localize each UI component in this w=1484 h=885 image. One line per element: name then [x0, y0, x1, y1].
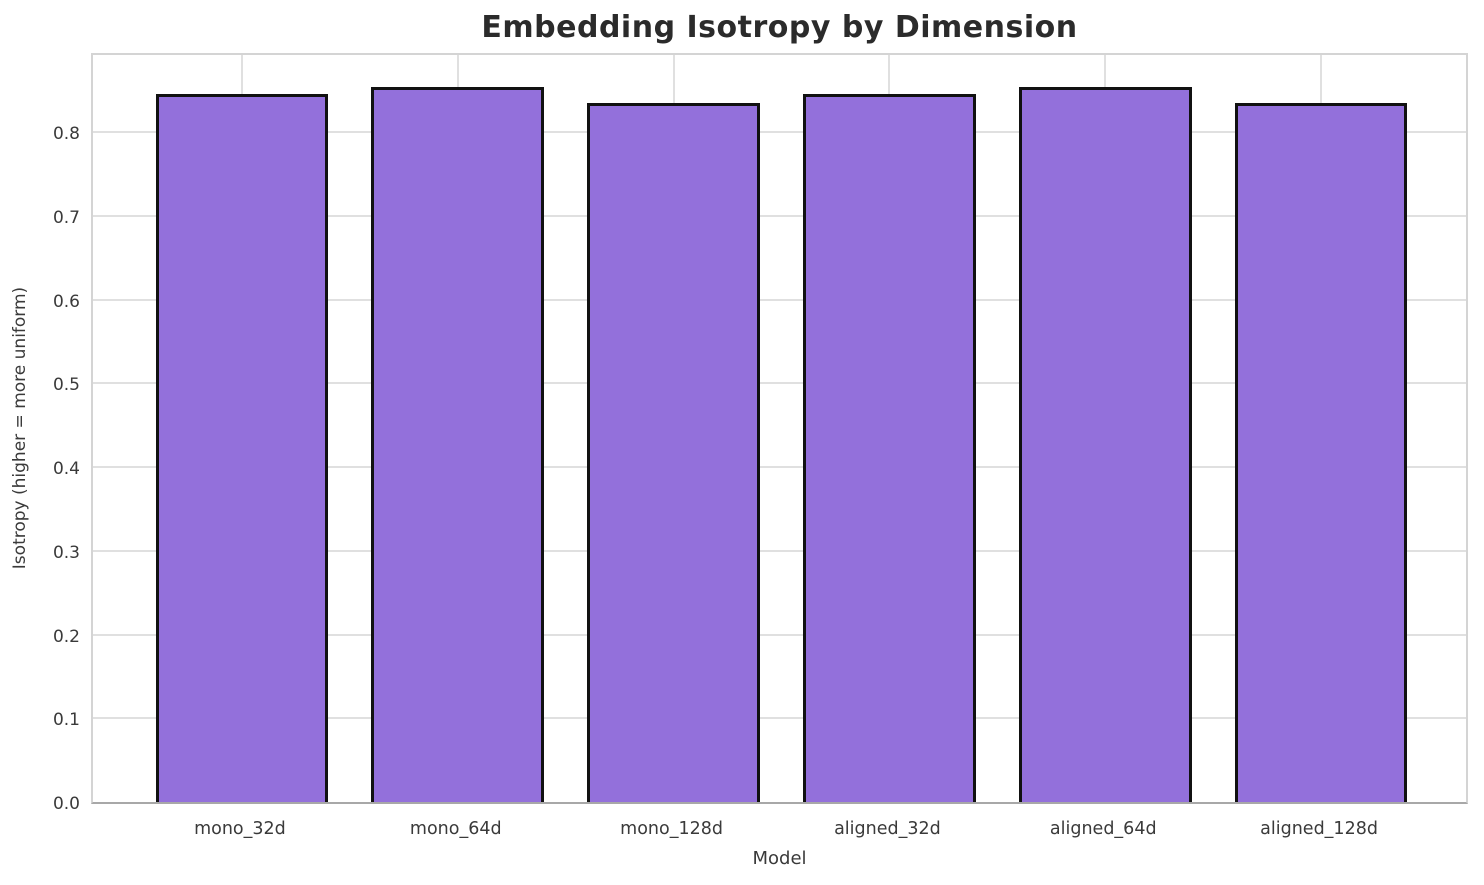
- y-gridline: [93, 214, 1466, 217]
- y-tick-label: 0.8: [52, 124, 80, 145]
- bar-aligned_64d: [1018, 87, 1192, 802]
- y-tick-label: 0.2: [52, 626, 80, 647]
- y-axis-label: Isotropy (higher = more uniform): [10, 286, 30, 570]
- y-gridline: [93, 298, 1466, 301]
- x-axis-label: Model: [752, 848, 807, 869]
- bar-mono_32d: [155, 93, 329, 802]
- y-gridline: [93, 131, 1466, 134]
- bar-aligned_32d: [803, 93, 976, 802]
- y-tick-label: 0.3: [52, 542, 80, 563]
- x-tick-label: mono_64d: [409, 819, 502, 839]
- bar-aligned_128d: [1234, 102, 1408, 802]
- bar-mono_128d: [587, 102, 760, 802]
- y-gridline: [93, 382, 1466, 385]
- y-tick-label: 0.6: [52, 291, 80, 312]
- x-tick-label: aligned_32d: [834, 819, 941, 839]
- chart-title: Embedding Isotropy by Dimension: [481, 10, 1078, 45]
- x-tick-label: aligned_128d: [1260, 819, 1378, 839]
- x-tick-label: aligned_64d: [1049, 819, 1157, 839]
- y-tick-label: 0.0: [52, 794, 80, 814]
- y-gridline: [93, 549, 1466, 552]
- y-tick-label: 0.7: [52, 207, 80, 228]
- y-gridline: [93, 633, 1466, 636]
- bar-mono_64d: [371, 87, 545, 802]
- y-gridline: [93, 466, 1466, 469]
- x-tick-label: mono_128d: [620, 819, 723, 839]
- y-gridline: [93, 717, 1466, 720]
- y-tick-label: 0.4: [52, 459, 80, 480]
- plot-area: [91, 53, 1468, 804]
- y-tick-label: 0.5: [52, 375, 80, 396]
- y-tick-label: 0.1: [52, 710, 80, 731]
- x-tick-label: mono_32d: [194, 819, 286, 839]
